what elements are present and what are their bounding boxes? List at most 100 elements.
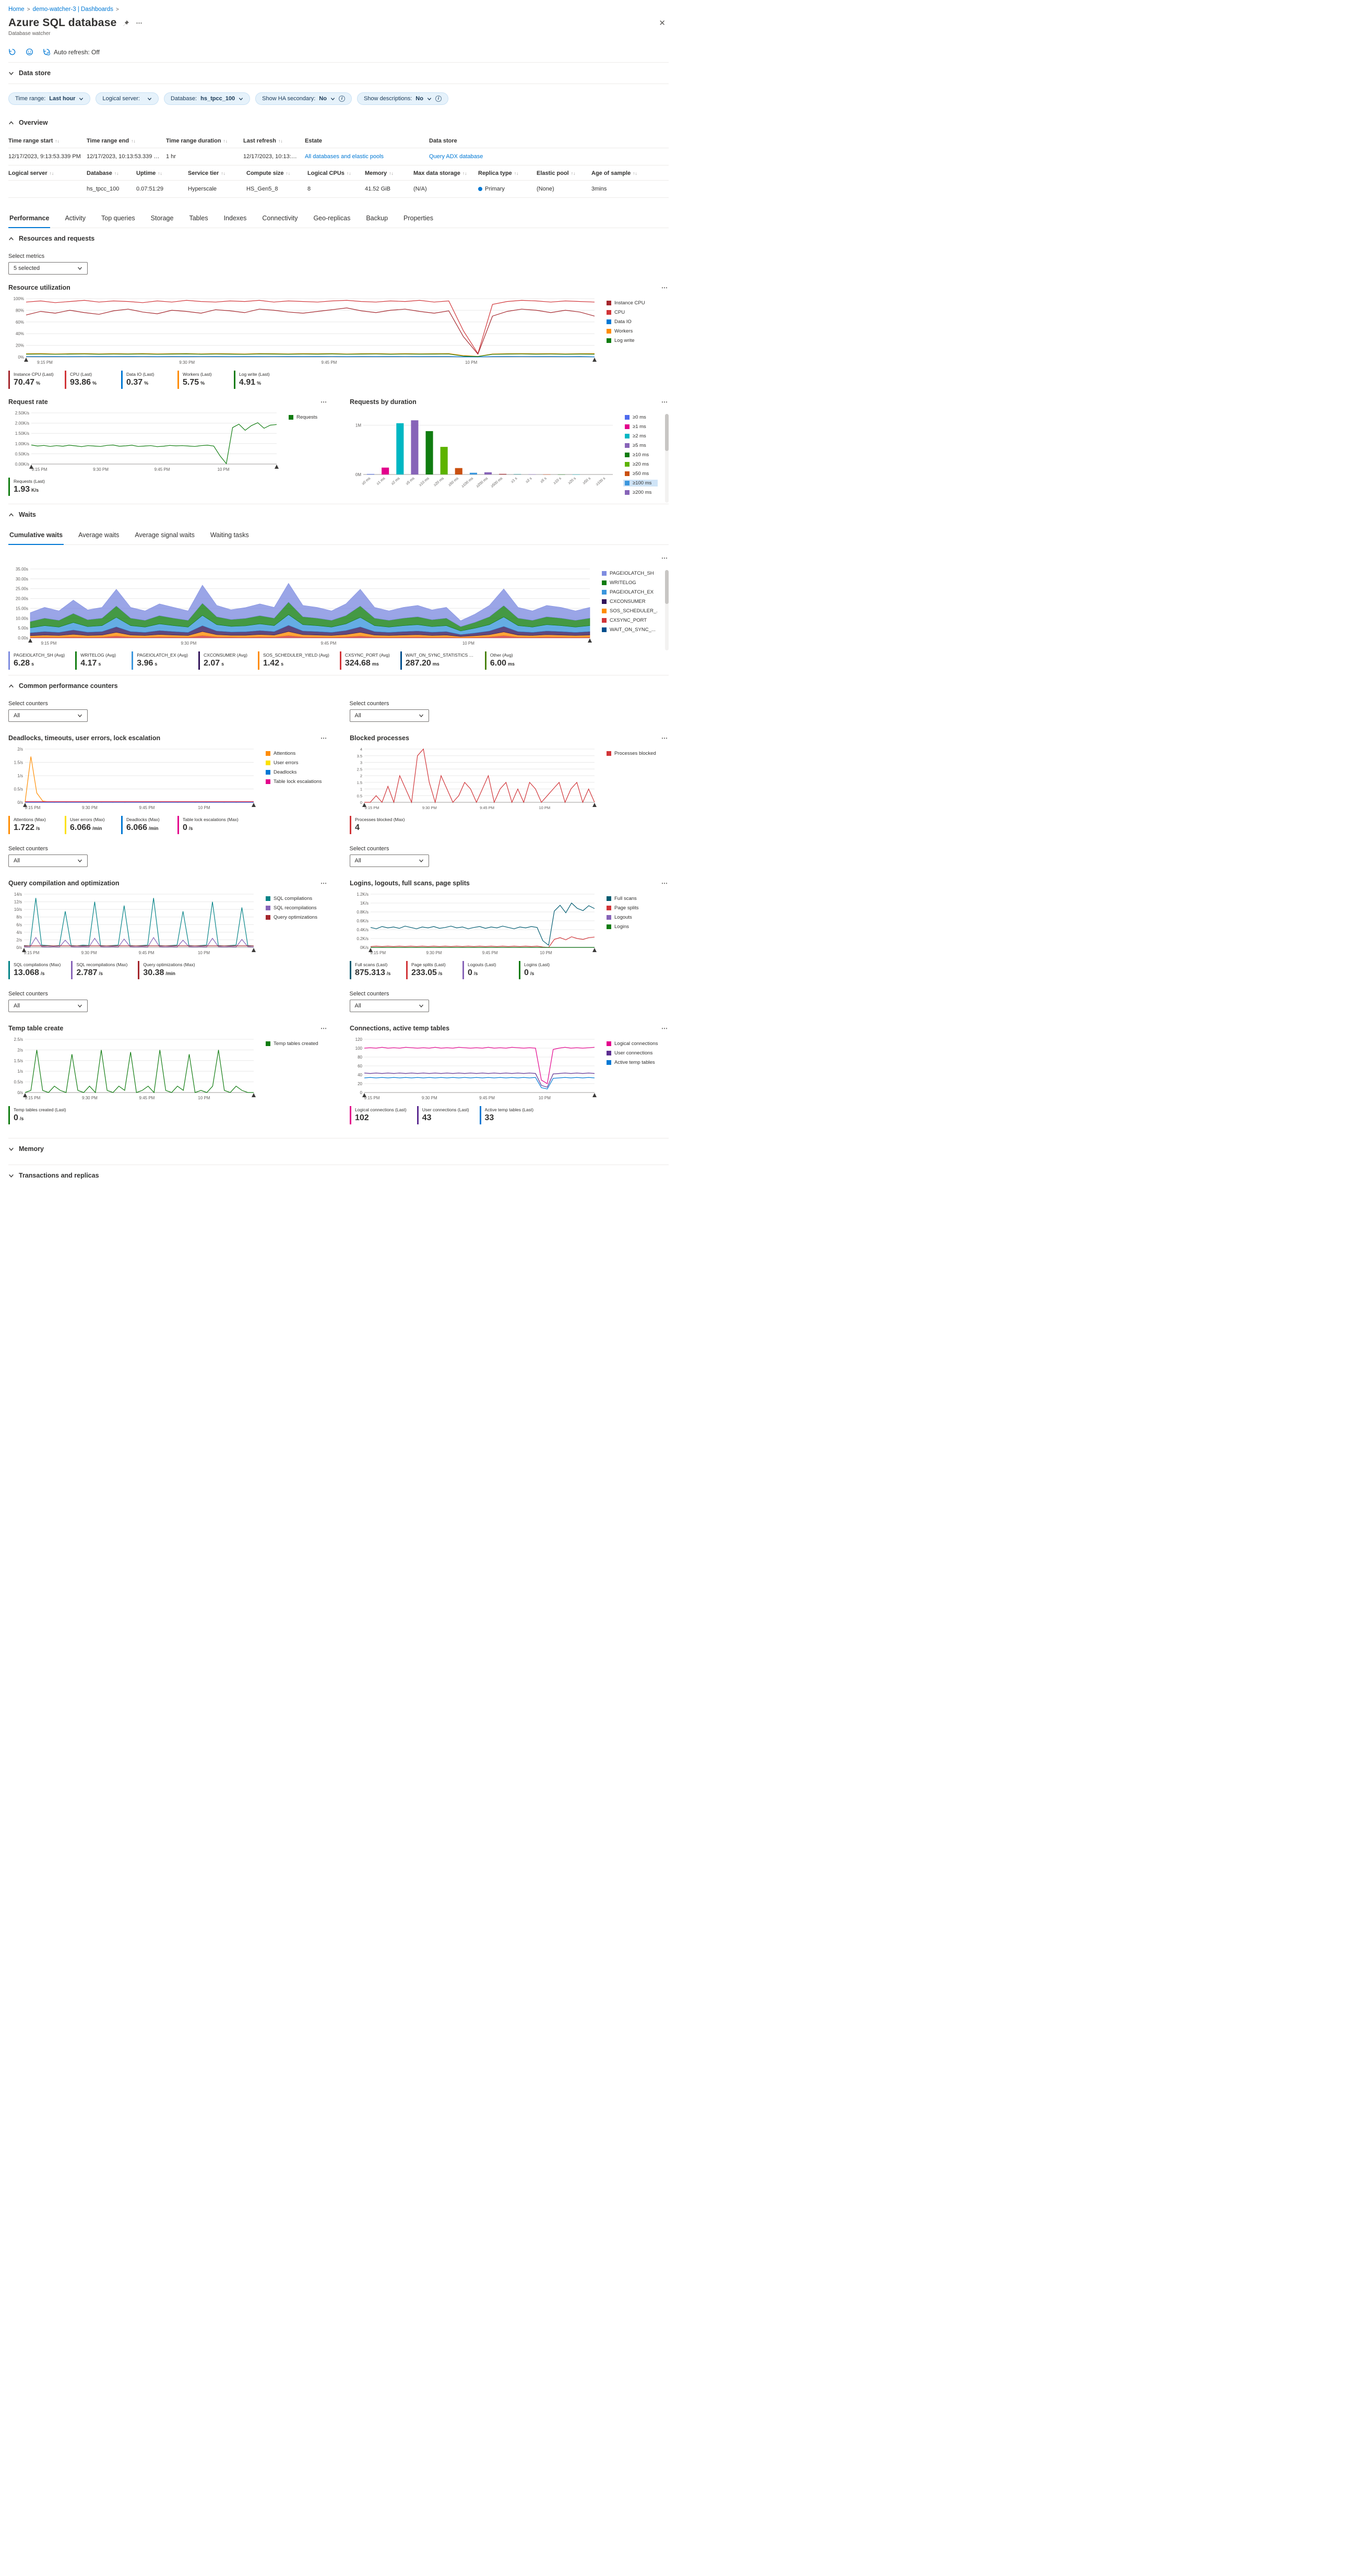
legend-item[interactable]: SOS_SCHEDULER_... (600, 608, 658, 614)
filter-pill[interactable]: Logical server: i (96, 92, 159, 105)
feedback-button[interactable] (26, 48, 33, 56)
legend-item[interactable]: Log write (605, 337, 669, 344)
legend-item[interactable]: WAIT_ON_SYNC_... (600, 626, 658, 633)
column-header[interactable]: Elastic pool ↑↓ (537, 167, 591, 181)
temp-table-create-chart[interactable]: 0/s 0.5/s 1/s 1.5/s 2/s 2.5/s 9:15 PM 9:30 PM 9:… (8, 1036, 258, 1101)
tab[interactable]: Activity (65, 215, 86, 222)
legend-item[interactable]: ≥10 ms (623, 452, 658, 458)
card-more-menu[interactable]: ⋯ (320, 398, 328, 406)
filter-pill[interactable]: Database:hs_tpcc_100 i (163, 92, 251, 105)
pin-icon[interactable] (123, 20, 129, 27)
column-header[interactable]: Database ↑↓ (87, 167, 136, 181)
section-transactions-and-replicas[interactable]: Transactions and replicas (8, 1165, 669, 1186)
query-compilation-chart[interactable]: 0/s 2/s 4/s 6/s 8/s 10/s 12/s 14/s 9:15 PM 9:30 P… (8, 891, 258, 956)
legend-item[interactable]: CPU (605, 309, 669, 316)
section-waits[interactable]: Waits (8, 504, 669, 525)
card-more-menu[interactable]: ⋯ (661, 284, 669, 291)
select-counters-dropdown[interactable]: All (349, 1000, 429, 1012)
blocked-processes-chart[interactable]: 0 0.5 1 1.5 2 2.5 3 3.5 4 9:15 PM 9:30 PM 9:45 PM 10… (350, 746, 599, 811)
deadlocks-chart[interactable]: 0/s 0.5/s 1/s 1.5/s 2/s 9:15 PM 9:30 PM 9:45 PM… (8, 746, 258, 811)
card-more-menu[interactable]: ⋯ (661, 734, 669, 742)
breadcrumb-home[interactable]: Home (8, 6, 25, 13)
legend-item[interactable]: Full scans (605, 895, 669, 902)
column-header[interactable]: Last refresh ↑↓ (243, 134, 305, 148)
select-metrics-dropdown[interactable]: 5 selected (8, 262, 88, 275)
card-more-menu[interactable]: ⋯ (320, 880, 328, 887)
column-header[interactable]: Time range duration ↑↓ (166, 134, 243, 148)
column-header[interactable]: Age of sample ↑↓ (591, 167, 669, 181)
card-more-menu[interactable]: ⋯ (661, 880, 669, 887)
tab[interactable]: Cumulative waits (8, 526, 64, 545)
legend-item[interactable]: SQL recompilations (264, 905, 328, 911)
legend-item[interactable]: CXCONSUMER (600, 598, 658, 605)
legend-item[interactable]: Attentions (264, 750, 328, 757)
legend-item[interactable]: Workers (605, 328, 669, 335)
column-header[interactable]: Uptime ↑↓ (136, 167, 188, 181)
column-header[interactable]: Logical server ↑↓ (8, 167, 87, 181)
select-counters-dropdown[interactable]: All (8, 1000, 88, 1012)
legend-item[interactable]: User errors (264, 759, 328, 766)
cumulative-waits-chart[interactable]: 0.00s 5.00s 10.00s 15.00s 20.00s 25.00s 30.00s… (8, 566, 594, 646)
column-header[interactable]: Time range end ↑↓ (87, 134, 166, 148)
select-counters-dropdown[interactable]: All (349, 709, 429, 722)
request-rate-chart[interactable]: 0.00K/s 0.50K/s 1.00K/s 1.50K/s 2.00K/s 2.50K… (8, 410, 281, 472)
connections-chart[interactable]: 0 20 40 60 80 100 120 9:15 PM 9:30 PM 9:45 PM 10 P… (350, 1036, 599, 1101)
legend-item[interactable]: User connections (605, 1050, 669, 1056)
resource-utilization-chart[interactable]: 0% 20% 40% 60% 80% 100% 9:15 PM 9:30 PM 9:45 PM 1… (8, 295, 599, 365)
tab[interactable]: Average signal waits (135, 531, 195, 539)
filter-pill[interactable]: Show HA secondary: No i (255, 92, 352, 105)
tab[interactable]: Performance (8, 209, 51, 228)
title-more-menu[interactable]: ⋯ (136, 19, 144, 27)
close-icon[interactable]: ✕ (659, 19, 666, 28)
legend-item[interactable]: Logical connections (605, 1040, 669, 1047)
column-header[interactable]: Service tier ↑↓ (188, 167, 246, 181)
legend-item[interactable]: ≥50 ms (623, 470, 658, 477)
card-more-menu[interactable]: ⋯ (320, 734, 328, 742)
refresh-button[interactable] (8, 48, 16, 56)
legend-item[interactable]: WRITELOG (600, 579, 658, 586)
select-counters-dropdown[interactable]: All (349, 854, 429, 867)
filter-pill[interactable]: Show descriptions: No i (357, 92, 448, 105)
legend-item[interactable]: ≥1 ms (623, 423, 658, 430)
tab[interactable]: Geo-replicas (313, 215, 351, 222)
legend-item[interactable]: SQL compilations (264, 895, 328, 902)
section-memory[interactable]: Memory (8, 1138, 669, 1159)
legend-item[interactable]: Logins (605, 923, 669, 930)
legend-item[interactable]: Temp tables created (264, 1040, 328, 1047)
tab[interactable]: Properties (403, 215, 434, 222)
tab[interactable]: Connectivity (262, 215, 298, 222)
legend-item[interactable]: ≥100 ms (623, 480, 658, 486)
legend-item[interactable]: Logouts (605, 914, 669, 921)
legend-item[interactable]: Active temp tables (605, 1059, 669, 1066)
legend-item[interactable]: ≥20 ms (623, 461, 658, 468)
scrollbar-thumb[interactable] (665, 414, 669, 452)
scrollbar-thumb[interactable] (665, 570, 669, 604)
legend-item[interactable]: Instance CPU (605, 300, 669, 306)
card-more-menu[interactable]: ⋯ (661, 1025, 669, 1032)
card-more-menu[interactable]: ⋯ (661, 554, 669, 562)
section-resources-and-requests[interactable]: Resources and requests (8, 228, 669, 249)
logins-logouts-chart[interactable]: 0K/s 0.2K/s 0.4K/s 0.6K/s 0.8K/s 1K/s 1.2K/s 9:… (350, 891, 599, 956)
select-counters-dropdown[interactable]: All (8, 854, 88, 867)
legend-item[interactable]: ≥5 ms (623, 442, 658, 449)
tab[interactable]: Waiting tasks (210, 531, 249, 539)
tab[interactable]: Indexes (223, 215, 247, 222)
column-header[interactable]: Memory ↑↓ (365, 167, 413, 181)
legend-item[interactable]: Data IO (605, 318, 669, 325)
section-data-store[interactable]: Data store (8, 63, 669, 84)
column-header[interactable]: Estate↑↓ (305, 134, 429, 148)
tab[interactable]: Average waits (78, 531, 120, 539)
tab[interactable]: Tables (189, 215, 208, 222)
filter-pill[interactable]: Time range:Last hour i (8, 92, 91, 105)
auto-refresh-toggle[interactable]: Auto refresh: Off (43, 48, 100, 56)
legend-item[interactable]: PAGEIOLATCH_EX (600, 589, 658, 596)
section-common-performance-counters[interactable]: Common performance counters (8, 675, 669, 696)
tab[interactable]: Storage (150, 215, 174, 222)
card-more-menu[interactable]: ⋯ (661, 398, 669, 406)
legend-item[interactable]: PAGEIOLATCH_SH (600, 570, 658, 577)
legend-item[interactable]: Table lock escalations (264, 778, 328, 785)
legend-item[interactable]: Requests (287, 414, 328, 421)
requests-by-duration-chart[interactable]: 0M 1M ≥0 ms ≥1 ms ≥2 ms ≥5 ms ≥10 ms ≥20 ms ≥50 … (350, 410, 617, 493)
breadcrumb-watcher[interactable]: demo-watcher-3 | Dashboards (32, 6, 114, 13)
legend-item[interactable]: Processes blocked (605, 750, 669, 757)
